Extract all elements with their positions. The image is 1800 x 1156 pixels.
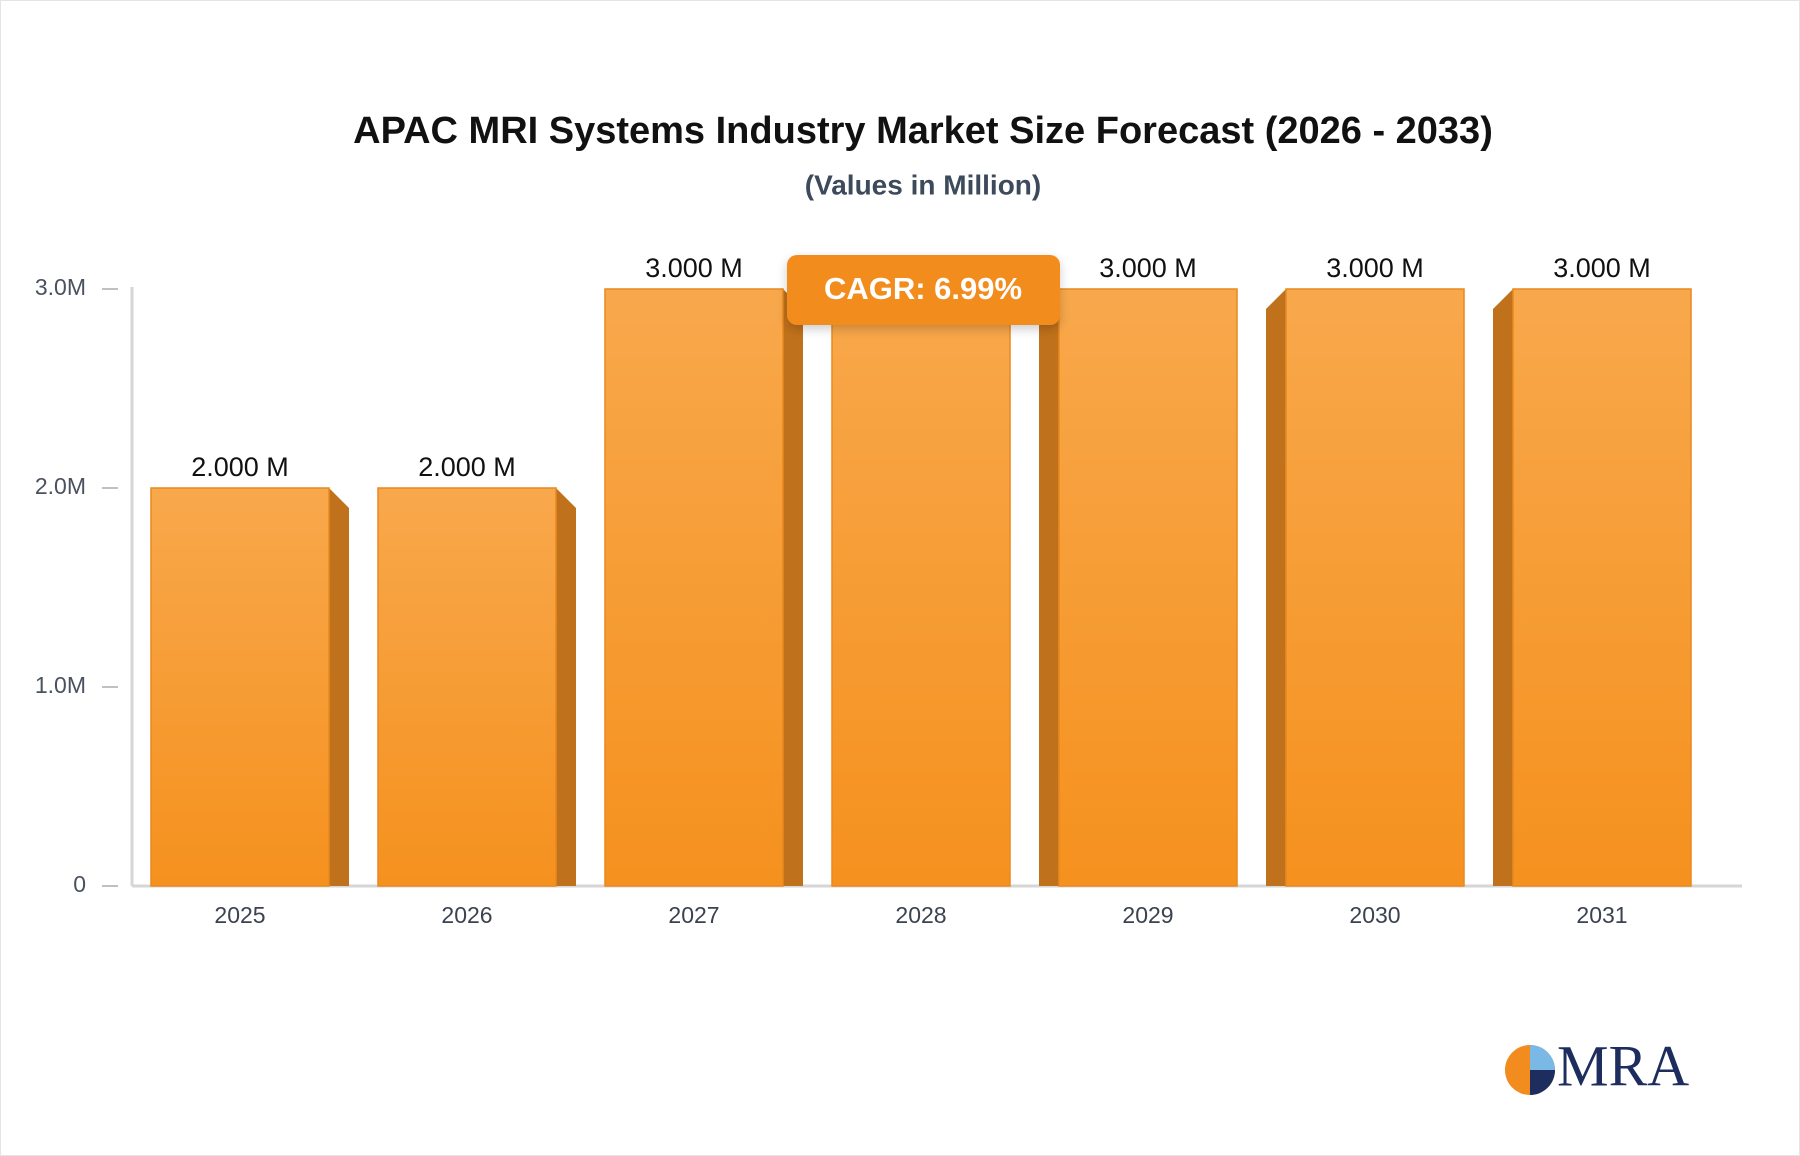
overlay: CAGR: 6.99% MRA <box>787 255 1689 1098</box>
x-tick-label: 2031 <box>1576 902 1627 928</box>
bar-side <box>1039 289 1059 886</box>
bar <box>377 487 557 887</box>
y-tick-label: 1.0M <box>35 672 86 698</box>
x-tick-label: 2030 <box>1349 902 1400 928</box>
bar <box>1512 288 1692 887</box>
y-tick-label: 3.0M <box>35 274 86 300</box>
x-tick-label: 2029 <box>1122 902 1173 928</box>
x-tick-label: 2026 <box>441 902 492 928</box>
bar <box>831 288 1011 887</box>
logo: MRA <box>1505 1033 1689 1098</box>
bar <box>1285 288 1465 887</box>
logo-text: MRA <box>1557 1033 1689 1098</box>
chart-subtitle: (Values in Million) <box>805 169 1041 200</box>
y-tick-label: 0 <box>73 871 86 897</box>
plot: 0 1.0M 2.0M 3.0M 2025 2.000 M 2026 2.000 M 2027 3… <box>35 253 1742 928</box>
cagr-label: CAGR: 6.99% <box>824 271 1022 306</box>
bar-side <box>1266 289 1286 886</box>
bar-side <box>1493 289 1513 886</box>
bar <box>604 288 784 887</box>
y-tick-label: 2.0M <box>35 473 86 499</box>
value-label: 3.000 M <box>1099 253 1197 283</box>
cagr-badge <box>787 255 1060 325</box>
bar <box>150 487 330 887</box>
value-label: 3.000 M <box>1553 253 1651 283</box>
chart-title: APAC MRI Systems Industry Market Size Fo… <box>353 110 1493 152</box>
logo-slice <box>1530 1070 1555 1095</box>
bar-side <box>556 488 576 886</box>
x-tick-label: 2025 <box>214 902 265 928</box>
logo-slice <box>1530 1045 1555 1070</box>
bar <box>1058 288 1238 887</box>
value-label: 2.000 M <box>418 452 516 482</box>
bar-side <box>329 488 349 886</box>
value-label: 3.000 M <box>645 253 743 283</box>
bar-side <box>783 289 803 886</box>
x-tick-label: 2027 <box>668 902 719 928</box>
x-tick-label: 2028 <box>895 902 946 928</box>
value-label: 2.000 M <box>191 452 289 482</box>
value-label: 3.000 M <box>1326 253 1424 283</box>
